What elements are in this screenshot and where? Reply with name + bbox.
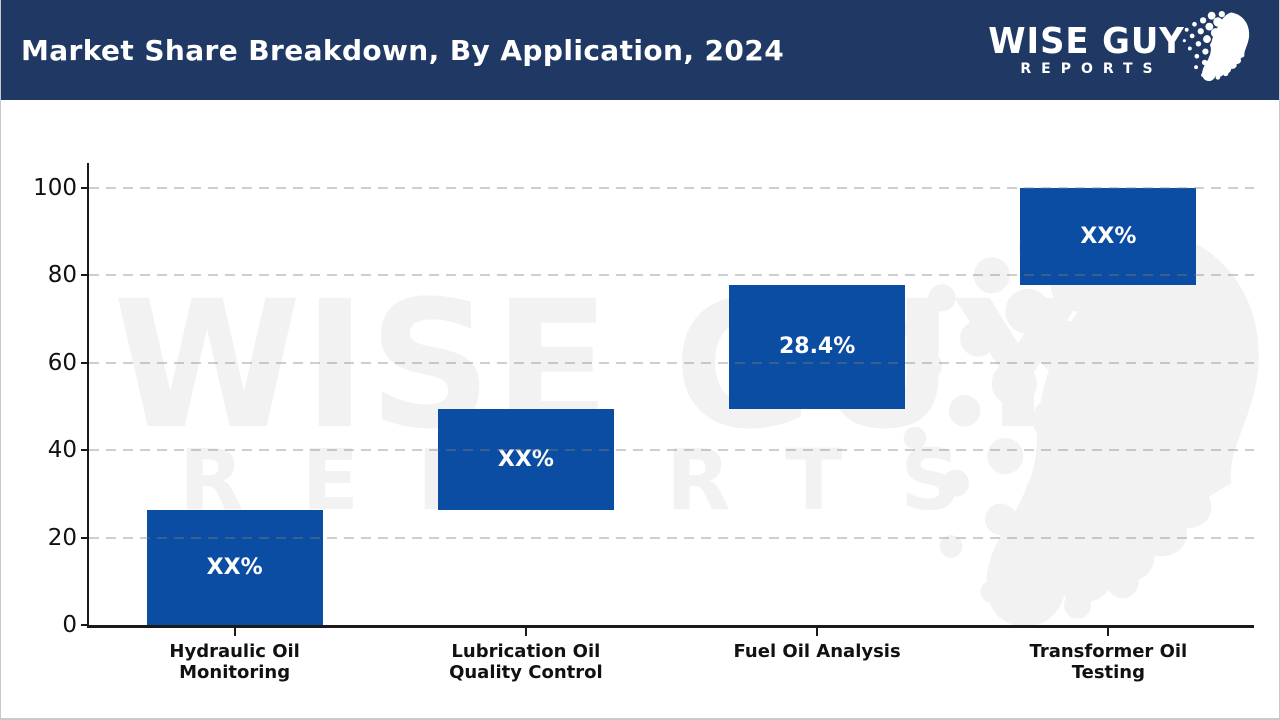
x-axis-category-label: Transformer Oil Testing [1029,641,1188,683]
y-axis-line [87,163,89,628]
gridline [89,361,1254,364]
x-axis-tick [524,628,527,636]
logo-wordmark: WISE GUY [988,21,1185,62]
y-axis-tick [81,361,89,364]
y-axis-tick [81,536,89,539]
bar-segment: 28.4% [729,284,906,409]
bar-value-label: XX% [1080,223,1137,249]
y-axis-tick-label: 0 [62,612,77,638]
header-bar: Market Share Breakdown, By Application, … [1,0,1279,100]
y-axis-tick [81,186,89,189]
bar-segment: XX% [146,509,323,625]
bar-segment: XX% [437,408,614,510]
x-axis-tick [816,628,819,636]
bar-value-label: XX% [206,554,263,580]
x-axis-category-label: Lubrication Oil Quality Control [449,641,603,683]
y-axis-tick-label: 100 [33,174,77,201]
gridline [89,536,1254,539]
gridline [89,449,1254,451]
logo-head-icon [1182,11,1250,82]
logo-subtitle: REPORTS [1020,61,1163,77]
y-axis-tick-label: 20 [47,524,77,551]
bar-value-label: XX% [497,446,554,472]
x-axis-category-label: Fuel Oil Analysis [733,641,901,662]
chart-area: WISE GUY REPORTS XX%XX%28.4%XX%020406080… [1,100,1279,718]
x-axis-tick [1107,628,1110,636]
y-axis-tick [81,274,89,276]
logo-text: WISE GUY REPORTS [982,21,1191,77]
wise-guy-logo: WISE GUY REPORTS [982,8,1253,92]
x-axis-line [87,625,1254,628]
bar-value-label: 28.4% [778,334,856,360]
y-axis-tick [81,624,89,626]
y-axis-tick [81,449,89,451]
y-axis-tick-label: 60 [47,349,77,376]
page-title: Market Share Breakdown, By Application, … [21,33,785,67]
bar-segment: XX% [1020,187,1197,285]
y-axis-tick-label: 40 [47,437,77,463]
gridline [89,274,1254,276]
x-axis-tick [233,628,236,636]
gridline [89,186,1254,189]
y-axis-tick-label: 80 [47,262,77,288]
x-axis-category-label: Hydraulic Oil Monitoring [169,641,300,683]
